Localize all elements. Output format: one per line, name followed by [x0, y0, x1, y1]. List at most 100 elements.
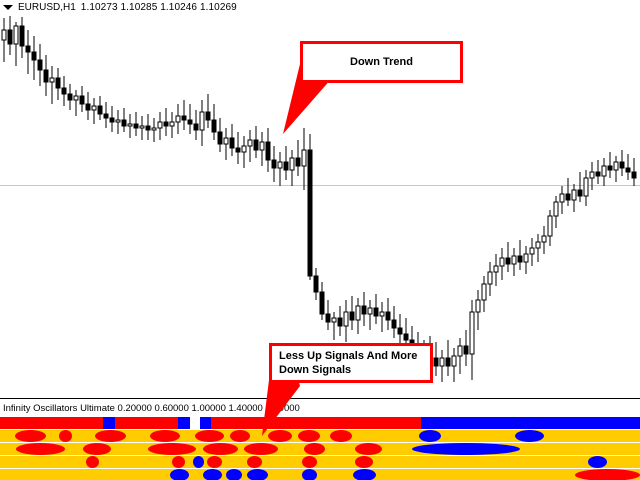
candle-body [451, 355, 457, 367]
candle-body [25, 45, 31, 53]
candle-body [277, 161, 283, 169]
candle-body [133, 123, 139, 129]
candle-body [289, 157, 295, 171]
candle-body [31, 51, 37, 61]
indicator-row-4 [0, 456, 640, 468]
candle-body [265, 141, 271, 161]
candle-body [463, 345, 469, 355]
indicator-row-2 [0, 430, 640, 442]
indicator-signal-pill [95, 430, 126, 442]
indicator-signal-pill [268, 430, 292, 442]
candle-body [577, 189, 583, 197]
candle-body [55, 77, 61, 89]
candle-body [499, 257, 505, 267]
callout-signals-note[interactable]: Less Up Signals And More Down Signals [269, 343, 433, 383]
candle-body [355, 305, 361, 321]
candle-body [19, 25, 25, 47]
candle-body [457, 345, 463, 357]
chart-ohlc-values: 1.10273 1.10285 1.10246 1.10269 [80, 1, 237, 13]
candle-body [151, 127, 157, 131]
indicator-signal-pill [419, 430, 441, 442]
candle-body [85, 103, 91, 111]
candle-body [403, 333, 409, 341]
triangle-down-icon[interactable] [3, 5, 13, 10]
indicator-signal-pill [172, 456, 185, 468]
candle-body [487, 271, 493, 285]
indicator-signal-pill [170, 469, 189, 480]
candle-body [79, 95, 85, 105]
candle-body [553, 201, 559, 217]
candle-body [505, 257, 511, 265]
candle-body [181, 115, 187, 121]
candle-body [607, 165, 613, 171]
candle-body [271, 159, 277, 169]
indicator-signal-pill [588, 456, 607, 468]
candle-body [475, 299, 481, 313]
indicator-band-segment [0, 417, 103, 429]
indicator-signal-pill [203, 443, 238, 455]
candle-body [517, 255, 523, 263]
indicator-signal-pill [355, 443, 382, 455]
candle-body [337, 317, 343, 327]
indicator-row-1 [0, 417, 640, 429]
candle-body [91, 105, 97, 111]
candle-body [13, 25, 19, 45]
candle-body [97, 105, 103, 115]
candle-body [175, 115, 181, 123]
candle-body [535, 241, 541, 249]
candle-body [349, 311, 355, 321]
candle-body [595, 171, 601, 177]
indicator-band-segment [103, 417, 115, 429]
candle-body [319, 291, 325, 315]
candle-body [385, 311, 391, 321]
candle-body [439, 357, 445, 367]
indicator-signal-pill [226, 469, 242, 480]
candle-body [391, 319, 397, 329]
candle-body [583, 177, 589, 197]
indicator-rows-container [0, 417, 640, 480]
candle-body [613, 161, 619, 171]
candle-body [343, 311, 349, 327]
candle-body [469, 311, 475, 355]
callout-down-trend[interactable]: Down Trend [300, 41, 463, 83]
candle-body [163, 121, 169, 127]
candle-body [619, 161, 625, 169]
candle-body [145, 125, 151, 131]
candle-body [109, 117, 115, 123]
candle-body [523, 253, 529, 263]
indicator-signal-pill [412, 443, 520, 455]
candle-body [49, 77, 55, 83]
candle-body [115, 119, 121, 123]
indicator-signal-pill [355, 456, 373, 468]
candle-body [73, 95, 79, 101]
candle-body [445, 357, 451, 367]
candle-body [127, 123, 133, 127]
candle-body [259, 141, 265, 151]
candle-body [61, 87, 67, 95]
candle-body [529, 247, 535, 255]
price-gridline [0, 185, 640, 186]
candle-body [103, 113, 109, 119]
indicator-band-segment [190, 417, 200, 429]
candle-body [199, 111, 205, 131]
indicator-signal-pill [83, 443, 111, 455]
candle-body [541, 235, 547, 243]
candle-body [559, 193, 565, 203]
candle-body [37, 59, 43, 71]
indicator-signal-pill [16, 443, 65, 455]
indicator-signal-pill [247, 456, 262, 468]
candle-body [631, 171, 637, 179]
indicator-signal-pill [575, 469, 640, 480]
callout-signals-line1: Less Up Signals And More [279, 350, 418, 362]
indicator-signal-pill [298, 430, 320, 442]
indicator-signal-pill [302, 469, 317, 480]
indicator-pane[interactable]: Infinity Oscillators Ultimate 0.20000 0.… [0, 400, 640, 480]
indicator-band-segment [211, 417, 421, 429]
callout-signals-line2: Down Signals [279, 364, 352, 376]
candle-body [247, 139, 253, 147]
candle-body [205, 111, 211, 121]
indicator-row-3 [0, 443, 640, 455]
candle-body [301, 149, 307, 167]
candle-body [601, 165, 607, 177]
indicator-band-segment [178, 417, 190, 429]
